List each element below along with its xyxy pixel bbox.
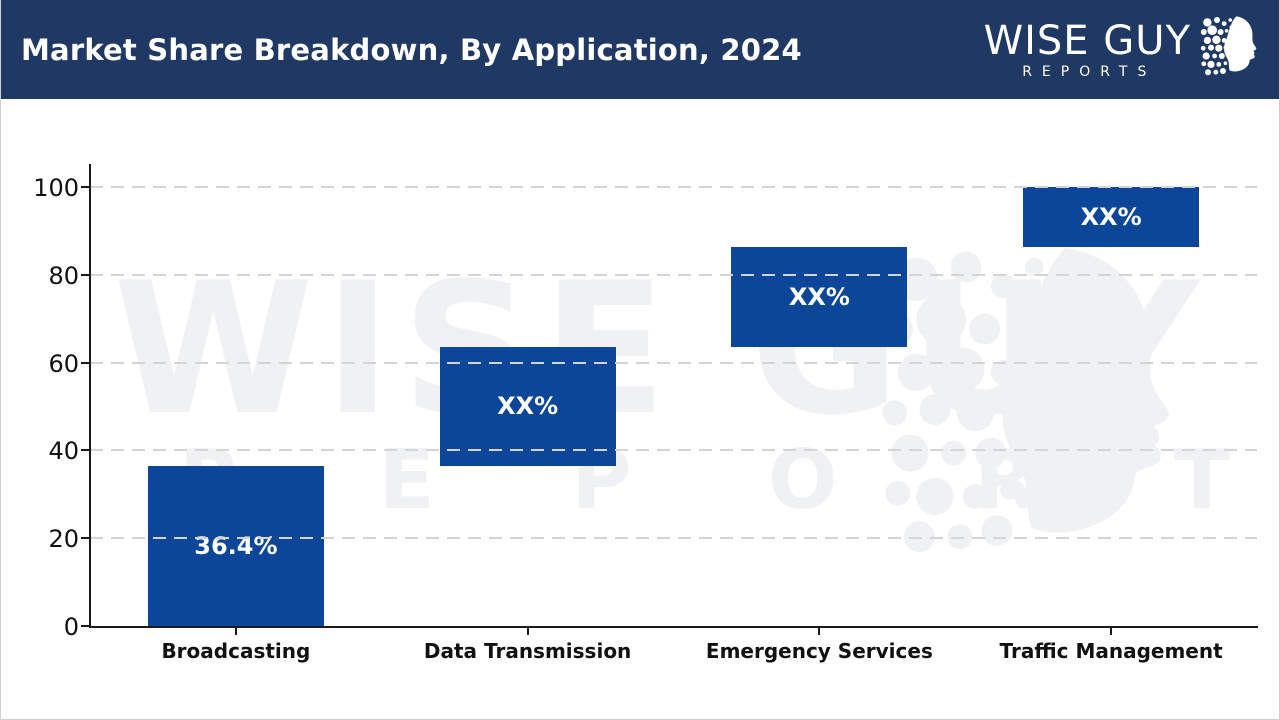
gridline-y-100 [90, 186, 1257, 188]
bar-segment-data-transmission: XX% [439, 346, 616, 467]
y-tick-mark [81, 449, 90, 452]
x-category-label: Traffic Management [999, 639, 1223, 663]
bar-value-label: XX% [497, 392, 559, 421]
y-tick-mark [81, 625, 90, 627]
y-axis-line [89, 164, 91, 628]
x-category-label: Emergency Services [705, 639, 933, 663]
x-axis-line [89, 626, 1258, 628]
y-tick-label: 0 [63, 613, 79, 641]
x-category-label: Data Transmission [423, 639, 632, 663]
x-tick-mark [1110, 628, 1113, 635]
header-bar: Market Share Breakdown, By Application, … [1, 0, 1279, 99]
x-tick-mark [234, 628, 237, 635]
x-tick-mark [526, 628, 529, 635]
bar-segment-broadcasting: 36.4% [147, 466, 324, 626]
gridline-y-80 [90, 273, 1257, 276]
logo-text: WISE GUY REPORTS [984, 21, 1191, 79]
bar-value-label: 36.4% [194, 532, 278, 561]
y-tick-mark [81, 537, 90, 540]
x-tick-mark [818, 628, 821, 635]
page-title: Market Share Breakdown, By Application, … [21, 32, 802, 67]
y-tick-mark [81, 186, 90, 188]
bar-segment-traffic-management: XX% [1023, 187, 1200, 247]
logo-name: WISE GUY [983, 17, 1191, 64]
gridline-y-40 [90, 449, 1257, 452]
y-tick-label: 60 [48, 349, 79, 378]
x-category-label: Broadcasting [161, 639, 311, 663]
y-tick-label: 40 [48, 437, 79, 466]
bar-value-label: XX% [788, 282, 850, 311]
gridline-y-20 [90, 537, 1257, 540]
y-tick-label: 20 [48, 525, 79, 554]
gridline-y-60 [90, 361, 1257, 364]
y-tick-label: 100 [33, 174, 79, 202]
logo-subtitle: REPORTS [1022, 63, 1157, 80]
wise-guy-logo: WISE GUY REPORTS [984, 12, 1259, 88]
y-tick-mark [81, 273, 90, 276]
bar-value-label: XX% [1080, 202, 1142, 231]
bar-segment-emergency-services: XX% [731, 246, 908, 347]
y-tick-label: 80 [48, 261, 79, 290]
dotted-head-icon [1200, 15, 1257, 75]
y-tick-mark [81, 361, 90, 364]
